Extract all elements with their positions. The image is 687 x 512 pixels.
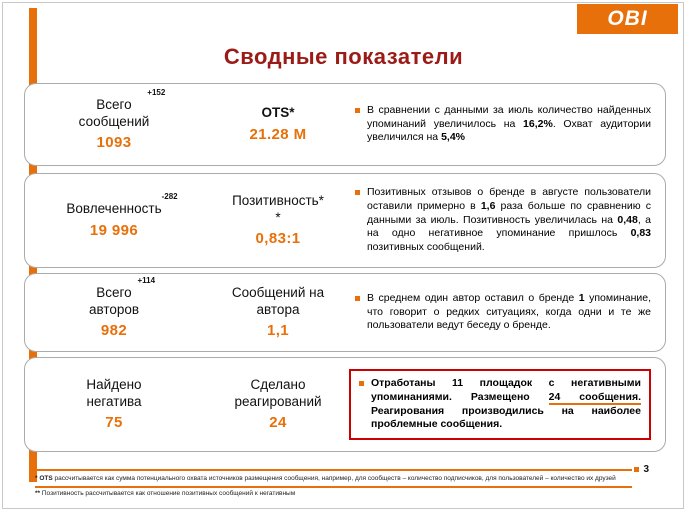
note-authors: В среднем один автор оставил о бренде 1 …: [353, 288, 665, 338]
note-text: Отработаны 11 площадок с негативными упо…: [371, 376, 641, 431]
obi-logo: OBI: [577, 4, 678, 34]
metric-label: Сделано реагирований: [234, 376, 322, 409]
metric-value: 0,83:1: [255, 230, 301, 248]
metric-engagement: -282 Вовлеченность 19 996: [25, 192, 203, 240]
metric-label: Всего сообщений: [78, 96, 150, 129]
note-engagement: Позитивных отзывов о бренде в августе по…: [353, 182, 665, 260]
metric-delta: +114: [137, 275, 156, 285]
metric-total-messages: +152 Всего сообщений 1093: [25, 88, 203, 153]
metric-label: Найдено негатива: [86, 376, 142, 409]
metric-value: 1,1: [266, 322, 290, 340]
red-highlight-box: Отработаны 11 площадок с негативными упо…: [349, 368, 651, 441]
metric-ots: OTS* 21.28 М: [203, 105, 353, 144]
summary-card-authors: +114 Всего авторов 982 Сообщений на авто…: [24, 273, 666, 352]
note-messages: В сравнении с данными за июль количество…: [353, 100, 665, 150]
metric-label: Позитивность* *: [232, 192, 324, 225]
obi-logo-text: OBI: [607, 7, 648, 30]
bullet-square-icon: [359, 380, 364, 386]
bullet-square-icon: [355, 107, 360, 113]
metric-value: 19 996: [89, 221, 139, 239]
summary-card-engagement: -282 Вовлеченность 19 996 Позитивность* …: [24, 173, 666, 268]
metric-positivity: Позитивность* * 0,83:1: [203, 193, 353, 249]
summary-card-messages: +152 Всего сообщений 1093 OTS* 21.28 М В…: [24, 83, 666, 166]
metric-value: 982: [100, 322, 128, 340]
footnote-ots: * OTS рассчитывается как сумма потенциал…: [35, 475, 616, 482]
bullet-square-icon: [355, 189, 360, 195]
page-title: Сводные показатели: [223, 44, 464, 69]
footer-divider-bottom: [35, 486, 632, 488]
page-number-square-icon: [634, 467, 640, 472]
note-text: Позитивных отзывов о бренде в августе по…: [367, 185, 651, 254]
metric-value: 24: [269, 414, 287, 432]
note-text: В среднем один автор оставил о бренде 1 …: [367, 291, 651, 332]
metric-label: Вовлеченность: [66, 201, 162, 217]
metric-value: 21.28 М: [249, 125, 307, 143]
metric-label: Сообщений на автора: [231, 284, 325, 317]
metric-value: 75: [105, 414, 123, 432]
page-number: 3: [634, 464, 649, 475]
metric-label: OTS*: [261, 105, 295, 121]
metric-label: Всего авторов: [88, 284, 140, 317]
summary-card-negative: Найдено негатива 75 Сделано реагирований…: [24, 357, 666, 452]
metric-value: 1093: [96, 134, 132, 152]
metric-delta: -282: [161, 192, 178, 202]
note-text: В сравнении с данными за июль количество…: [367, 103, 651, 144]
metric-messages-per-author: Сообщений на автора 1,1: [203, 285, 353, 341]
bullet-square-icon: [355, 295, 360, 301]
metric-negative-found: Найдено негатива 75: [25, 377, 203, 433]
metric-delta: +152: [147, 87, 166, 97]
note-negative: Отработаны 11 площадок с негативными упо…: [349, 365, 665, 445]
metric-total-authors: +114 Всего авторов 982: [25, 276, 203, 341]
footer-divider-top: [35, 469, 632, 471]
footnote-positivity: ** Позитивность рассчитывается как отнош…: [35, 490, 296, 497]
metric-reactions-made: Сделано реагирований 24: [203, 377, 353, 433]
